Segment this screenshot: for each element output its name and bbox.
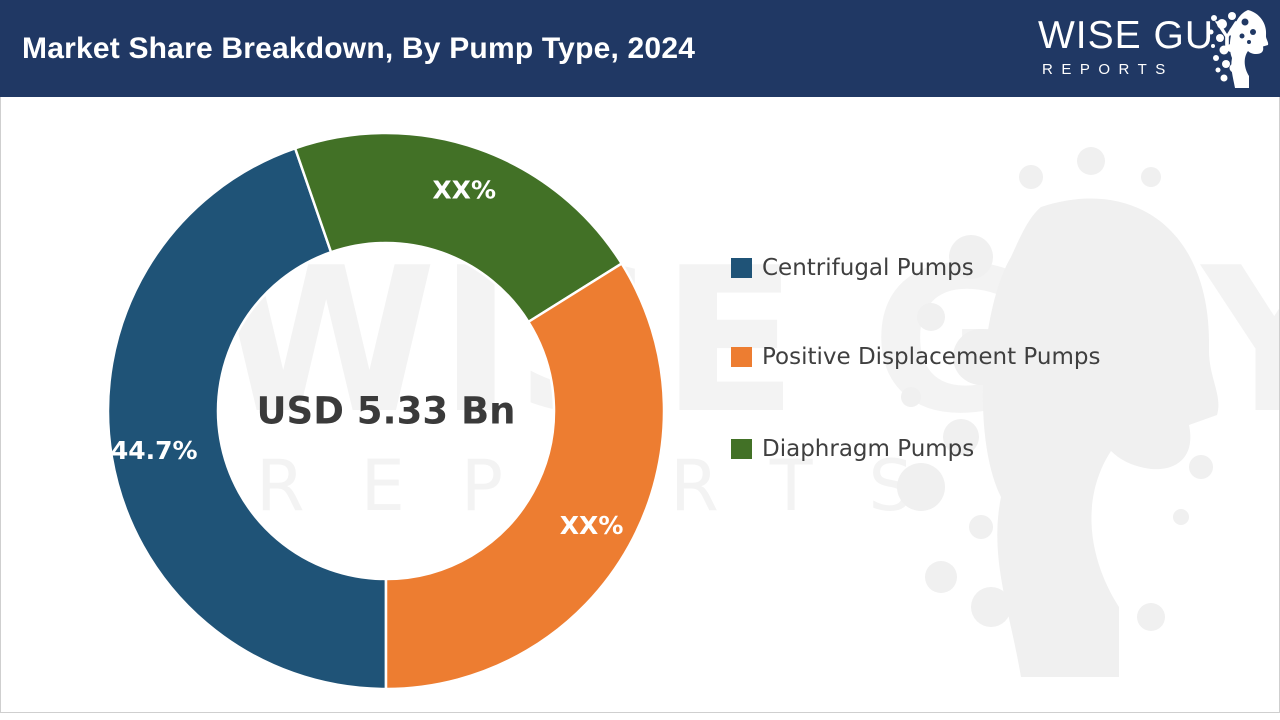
legend-label: Diaphragm Pumps	[762, 436, 975, 462]
segment-value-label: XX%	[432, 175, 496, 204]
header-bar: Market Share Breakdown, By Pump Type, 20…	[0, 0, 1280, 97]
legend-label: Positive Displacement Pumps	[762, 344, 1101, 370]
donut-segment-diaphragm-pumps	[293, 131, 623, 324]
legend-swatch-icon	[731, 439, 752, 459]
legend-item-centrifugal-pumps: Centrifugal Pumps	[731, 255, 974, 281]
wiseguy-logo: WISE GUY REPORTS	[1038, 10, 1269, 88]
logo-head-icon	[1208, 10, 1269, 88]
donut-chart: 44.7% XX% XX%	[106, 131, 666, 691]
logo-head-profile	[1229, 10, 1269, 88]
chart-canvas: WISE GUY REPORTS 44.7%XX%XX% USD 5.33 Bn…	[0, 97, 1280, 713]
chart-center-value: USD 5.33 Bn	[256, 389, 516, 433]
legend-item-positive-displacement-pumps: Positive Displacement Pumps	[731, 344, 1100, 370]
segment-value-label: XX%	[560, 511, 624, 540]
legend-swatch-icon	[731, 347, 752, 367]
segment-value-label: 44.7%	[111, 436, 198, 465]
legend-label: Centrifugal Pumps	[762, 255, 974, 281]
donut-segment-positive-displacement-pumps	[384, 262, 666, 691]
legend-item-diaphragm-pumps: Diaphragm Pumps	[731, 436, 974, 462]
logo-subtext: REPORTS	[1042, 61, 1174, 78]
logo-wordmark: WISE GUY	[1038, 14, 1241, 57]
page-title: Market Share Breakdown, By Pump Type, 20…	[22, 31, 696, 65]
donut-segment-centrifugal-pumps	[106, 147, 388, 691]
legend-swatch-icon	[731, 258, 752, 278]
watermark-head-icon	[897, 147, 1219, 677]
